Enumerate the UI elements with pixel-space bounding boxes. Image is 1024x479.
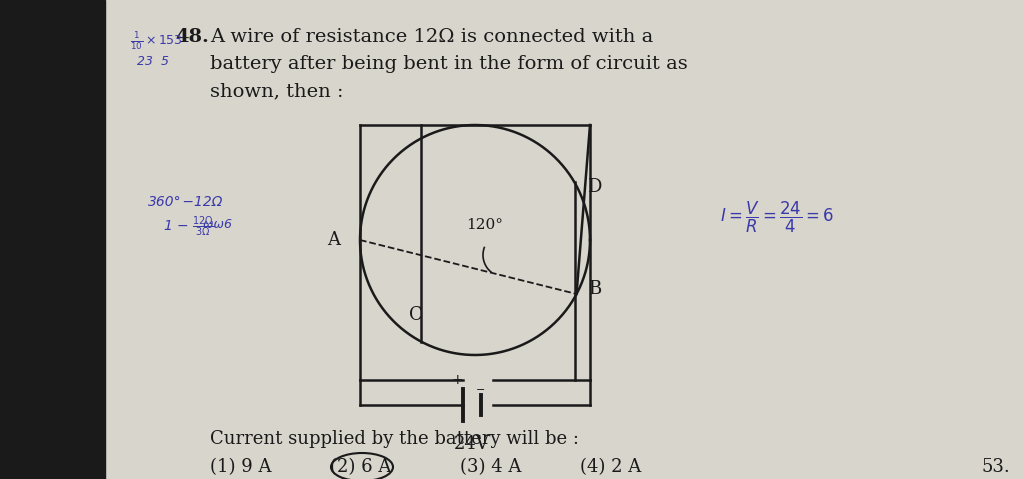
Text: 53.: 53.	[981, 458, 1010, 476]
Text: B: B	[589, 280, 602, 298]
Text: (3) 4 A: (3) 4 A	[460, 458, 521, 476]
Text: 23  5: 23 5	[137, 55, 169, 68]
Text: (4) 2 A: (4) 2 A	[580, 458, 641, 476]
Text: −12Ω: −12Ω	[178, 195, 222, 209]
Text: 120°: 120°	[467, 218, 504, 232]
Text: Current supplied by the battery will be :: Current supplied by the battery will be …	[210, 430, 579, 448]
Text: $\frac{1}{10}\times 153$: $\frac{1}{10}\times 153$	[130, 30, 183, 52]
Text: 1 − $\frac{12\Omega}{3\Omega}$: 1 − $\frac{12\Omega}{3\Omega}$	[163, 215, 214, 240]
Text: ωω6: ωω6	[195, 218, 232, 231]
Text: +: +	[452, 373, 463, 387]
Text: shown, then :: shown, then :	[210, 82, 343, 100]
Text: 24V: 24V	[454, 435, 489, 453]
Text: −: −	[476, 385, 485, 395]
Text: 360°: 360°	[148, 195, 181, 209]
Text: A wire of resistance 12Ω is connected with a: A wire of resistance 12Ω is connected wi…	[210, 28, 653, 46]
Text: battery after being bent in the form of circuit as: battery after being bent in the form of …	[210, 55, 688, 73]
Text: (1) 9 A: (1) 9 A	[210, 458, 271, 476]
Text: C: C	[410, 306, 423, 323]
Text: 48.: 48.	[175, 28, 209, 46]
Text: A: A	[327, 231, 340, 249]
Text: (2) 6 A: (2) 6 A	[330, 458, 391, 476]
Text: $I = \dfrac{V}{R} = \dfrac{24}{4} = 6$: $I = \dfrac{V}{R} = \dfrac{24}{4} = 6$	[720, 200, 835, 235]
Bar	[0, 0, 105, 479]
Text: D: D	[587, 179, 601, 196]
